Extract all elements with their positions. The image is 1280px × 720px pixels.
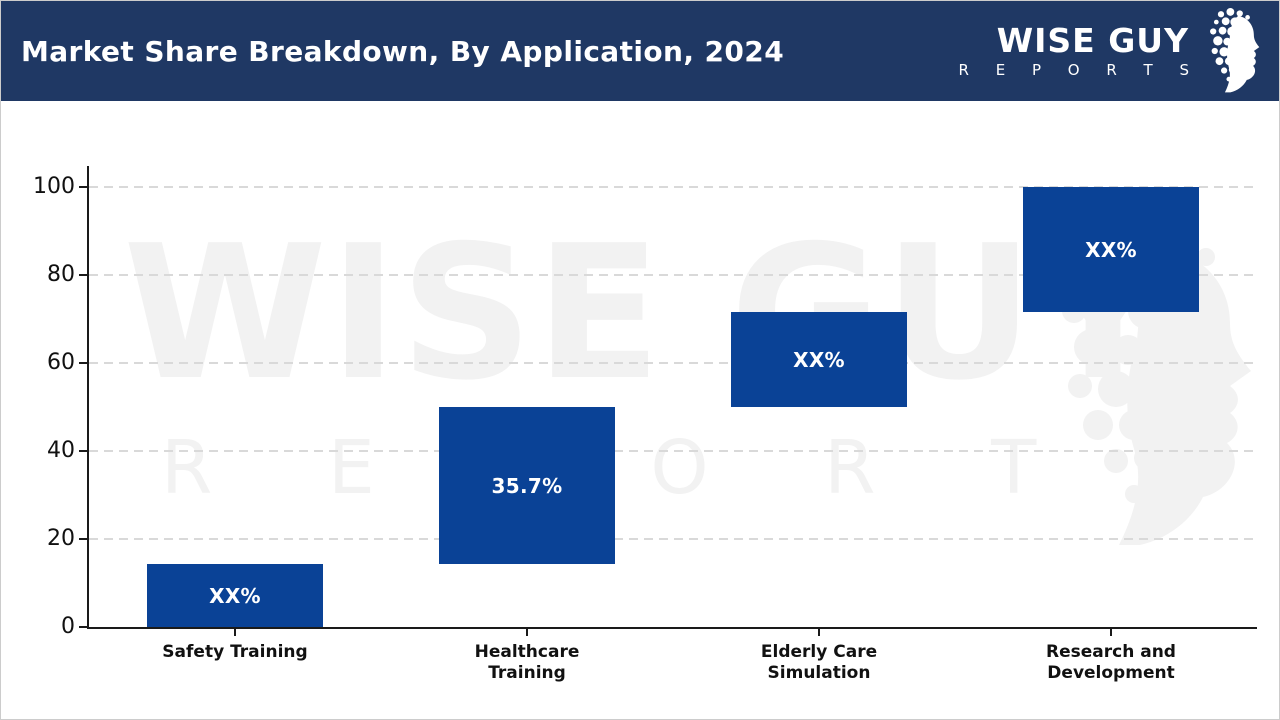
y-tick-label: 80 <box>47 262 75 287</box>
x-axis <box>87 627 1257 629</box>
bar-value-label: XX% <box>209 583 261 608</box>
x-category-line: Healthcare <box>474 642 580 662</box>
bar-value-label: 35.7% <box>491 473 563 498</box>
x-category-label: Research and Development <box>965 642 1257 684</box>
y-gridline <box>89 362 1257 364</box>
x-tick <box>818 629 820 636</box>
x-category-label: Elderly Care Simulation <box>673 642 965 684</box>
y-tick <box>79 626 89 628</box>
y-tick <box>79 186 89 188</box>
y-gridline <box>89 450 1257 452</box>
x-category-line: Simulation <box>767 663 871 683</box>
bar-value-label: XX% <box>1085 237 1137 262</box>
watermark-brand-subtitle: R E P O R T S <box>161 425 1245 511</box>
waterfall-bar: XX% <box>147 564 323 627</box>
page-title: Market Share Breakdown, By Application, … <box>21 34 785 68</box>
x-category-line: Development <box>1047 663 1175 683</box>
y-tick-label: 60 <box>47 350 75 375</box>
y-tick-label: 20 <box>47 526 75 551</box>
x-tick <box>234 629 236 636</box>
x-tick <box>1110 629 1112 636</box>
x-category-line: Elderly Care <box>760 642 878 662</box>
watermark-brand-name: WISE GUY <box>123 205 1172 421</box>
y-tick <box>79 274 89 276</box>
y-axis <box>87 166 89 629</box>
y-gridline <box>89 274 1257 276</box>
x-category-line: Safety Training <box>162 642 308 662</box>
y-gridline <box>89 538 1257 540</box>
x-tick <box>526 629 528 636</box>
header: Market Share Breakdown, By Application, … <box>1 1 1279 101</box>
brand-logo: WISE GUY R E P O R T S <box>959 8 1267 94</box>
x-category-line: Training <box>488 663 566 683</box>
brand-subtitle: R E P O R T S <box>958 60 1200 79</box>
y-tick-label: 100 <box>33 174 75 199</box>
waterfall-bar: 35.7% <box>439 407 615 565</box>
y-tick-label: 40 <box>47 438 75 463</box>
x-category-label: Healthcare Training <box>381 642 673 684</box>
y-tick <box>79 362 89 364</box>
y-gridline <box>89 186 1257 188</box>
waterfall-bar: XX% <box>731 312 907 407</box>
y-tick <box>79 538 89 540</box>
brand-name: WISE GUY <box>996 20 1189 60</box>
y-tick <box>79 450 89 452</box>
bar-value-label: XX% <box>793 347 845 372</box>
waterfall-bar: XX% <box>1023 187 1199 313</box>
x-category-label: Safety Training <box>89 642 381 663</box>
y-tick-label: 0 <box>61 614 75 639</box>
brand-text: WISE GUY R E P O R T S <box>959 24 1189 79</box>
x-category-line: Research and <box>1046 642 1176 662</box>
